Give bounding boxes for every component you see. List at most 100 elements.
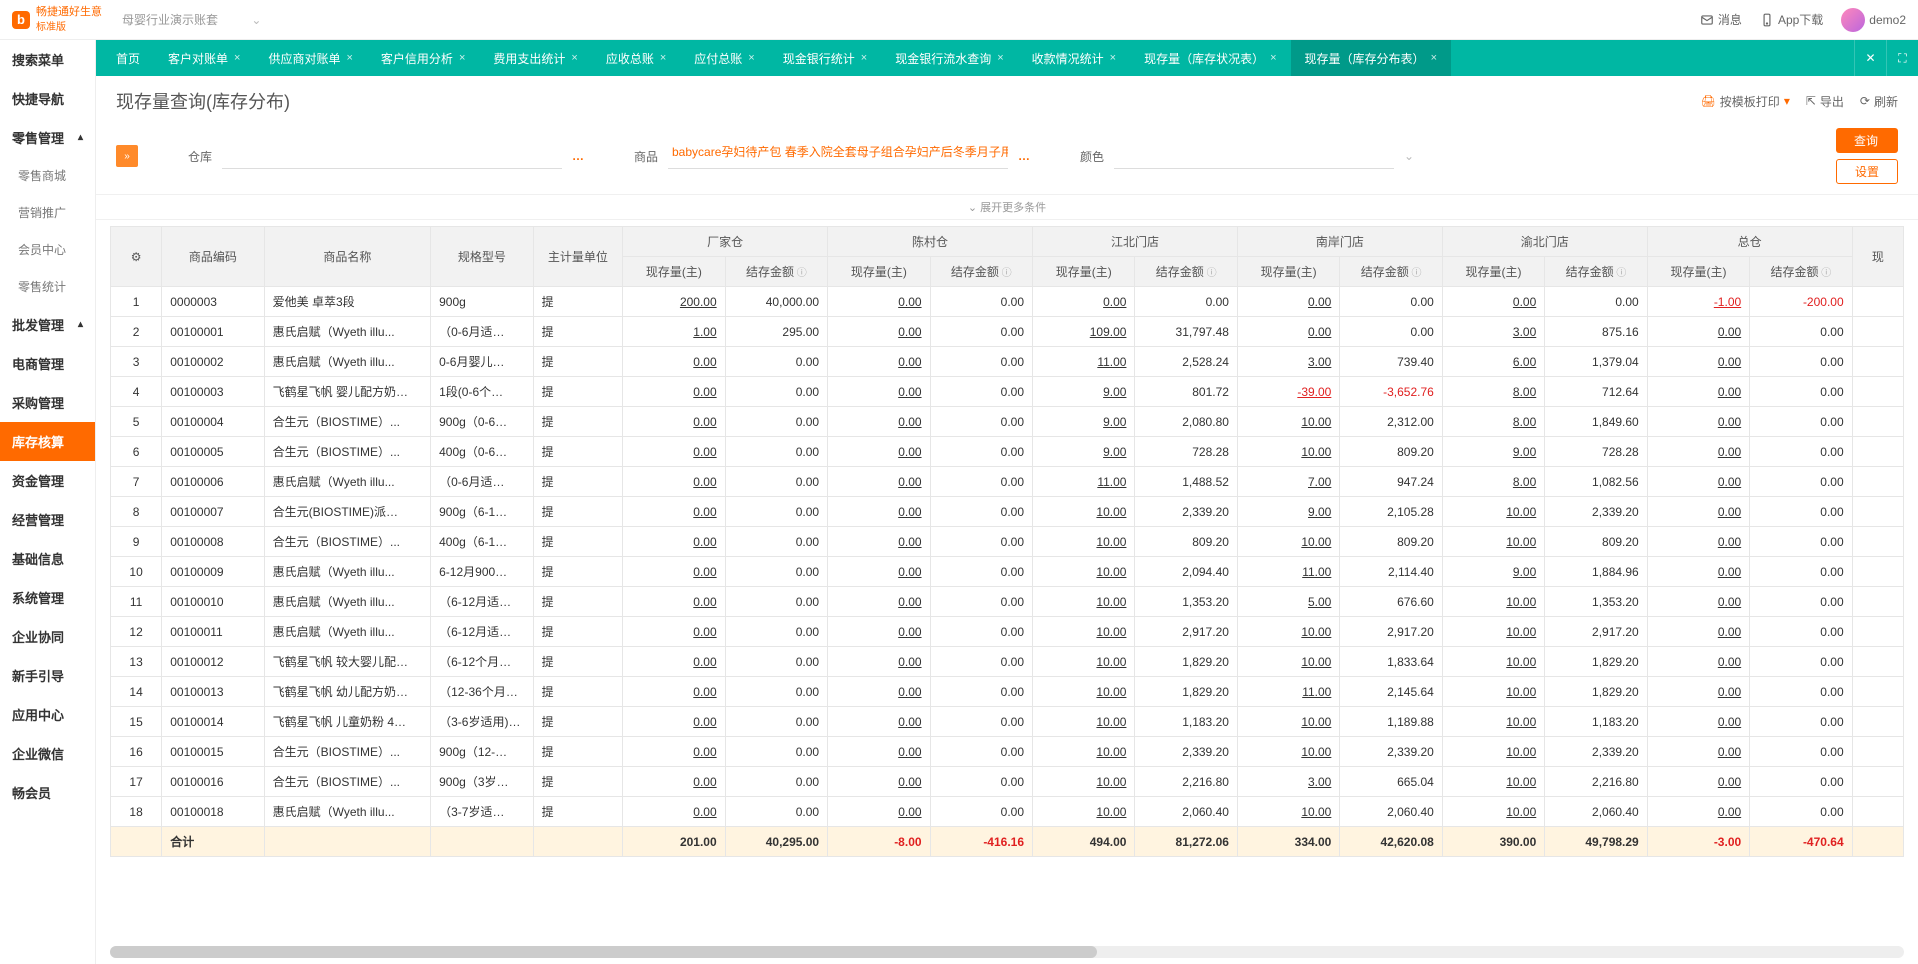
tab[interactable]: 现金银行流水查询× <box>881 40 1017 76</box>
cell-qty[interactable]: 10.00 <box>1442 527 1544 557</box>
close-icon[interactable]: × <box>459 52 465 64</box>
sidebar-item[interactable]: 批发管理 <box>0 305 95 344</box>
sidebar-item[interactable]: 库存核算 <box>0 422 95 461</box>
cell-qty[interactable]: 0.00 <box>1647 407 1749 437</box>
cell-qty[interactable]: 11.00 <box>1237 677 1339 707</box>
tab[interactable]: 收款情况统计× <box>1018 40 1130 76</box>
print-button[interactable]: 🖨 按模板打印 ▾ <box>1701 93 1790 110</box>
cell-qty[interactable]: 0.00 <box>828 707 930 737</box>
column-header[interactable]: 主计量单位 <box>533 227 623 287</box>
close-icon[interactable]: × <box>748 52 754 64</box>
sidebar-item[interactable]: 快捷导航 <box>0 79 95 118</box>
sidebar-item[interactable]: 搜索菜单 <box>0 40 95 79</box>
column-header[interactable]: 商品名称 <box>264 227 430 287</box>
column-header[interactable]: 商品编码 <box>162 227 264 287</box>
column-subheader[interactable]: 结存金额 <box>930 257 1032 287</box>
filter-product-input[interactable]: babycare孕妇待产包 春季入院全套母子组合孕妇产后冬季月子用品 22件套 … <box>668 143 1008 169</box>
cell-qty[interactable]: 0.00 <box>1647 797 1749 827</box>
cell-qty[interactable]: 10.00 <box>1033 707 1135 737</box>
cell-qty[interactable]: 0.00 <box>623 557 725 587</box>
sidebar-item[interactable]: 系统管理 <box>0 578 95 617</box>
sidebar-item[interactable]: 基础信息 <box>0 539 95 578</box>
cell-qty[interactable]: 0.00 <box>1647 437 1749 467</box>
cell-qty[interactable]: 10.00 <box>1033 677 1135 707</box>
cell-qty[interactable]: 0.00 <box>828 617 930 647</box>
cell-qty[interactable]: 0.00 <box>828 287 930 317</box>
column-subheader[interactable]: 现存量(主) <box>1647 257 1749 287</box>
cell-qty[interactable]: 11.00 <box>1237 557 1339 587</box>
cell-qty[interactable]: 10.00 <box>1237 407 1339 437</box>
column-subheader[interactable]: 结存金额 <box>1750 257 1852 287</box>
cell-qty[interactable]: 10.00 <box>1033 767 1135 797</box>
cell-qty[interactable]: 0.00 <box>1647 677 1749 707</box>
tab[interactable]: 现存量（库存状况表）× <box>1130 40 1290 76</box>
cell-qty[interactable]: 9.00 <box>1033 437 1135 467</box>
cell-qty[interactable]: -1.00 <box>1647 287 1749 317</box>
cell-qty[interactable]: 0.00 <box>1033 287 1135 317</box>
close-icon[interactable]: × <box>1270 52 1276 64</box>
sidebar-item[interactable]: 会员中心 <box>0 231 95 268</box>
sidebar-item[interactable]: 零售管理 <box>0 118 95 157</box>
chevron-down-icon[interactable]: ⌄ <box>251 13 261 27</box>
cell-qty[interactable]: 0.00 <box>828 587 930 617</box>
cell-qty[interactable]: 0.00 <box>623 527 725 557</box>
cell-qty[interactable]: 0.00 <box>1647 707 1749 737</box>
user-menu[interactable]: demo2 <box>1841 8 1906 32</box>
cell-qty[interactable]: 0.00 <box>828 437 930 467</box>
cell-qty[interactable]: 10.00 <box>1442 647 1544 677</box>
cell-qty[interactable]: 0.00 <box>828 407 930 437</box>
sidebar-item[interactable]: 零售商城 <box>0 157 95 194</box>
sidebar-item[interactable]: 畅会员 <box>0 773 95 812</box>
cell-qty[interactable]: 0.00 <box>623 347 725 377</box>
cell-qty[interactable]: 8.00 <box>1442 407 1544 437</box>
cell-qty[interactable]: 10.00 <box>1442 797 1544 827</box>
cell-qty[interactable]: 0.00 <box>623 677 725 707</box>
tab[interactable]: 客户信用分析× <box>367 40 479 76</box>
cell-qty[interactable]: 9.00 <box>1442 557 1544 587</box>
cell-qty[interactable]: 8.00 <box>1442 377 1544 407</box>
cell-qty[interactable]: 10.00 <box>1237 737 1339 767</box>
cell-qty[interactable]: 0.00 <box>623 737 725 767</box>
cell-qty[interactable]: 0.00 <box>1647 347 1749 377</box>
close-icon[interactable]: × <box>346 52 352 64</box>
cell-qty[interactable]: 10.00 <box>1237 527 1339 557</box>
sidebar-item[interactable]: 经营管理 <box>0 500 95 539</box>
tab[interactable]: 现金银行统计× <box>769 40 881 76</box>
cell-qty[interactable]: 11.00 <box>1033 347 1135 377</box>
expand-filters-button[interactable]: ⌄ 展开更多条件 <box>96 194 1918 220</box>
sidebar-item[interactable]: 企业微信 <box>0 734 95 773</box>
cell-qty[interactable]: 6.00 <box>1442 347 1544 377</box>
cell-qty[interactable]: 0.00 <box>1647 497 1749 527</box>
query-button[interactable]: 查询 <box>1836 128 1898 153</box>
cell-qty[interactable]: 10.00 <box>1033 647 1135 677</box>
cell-qty[interactable]: 9.00 <box>1033 407 1135 437</box>
cell-qty[interactable]: 10.00 <box>1033 497 1135 527</box>
collapse-filters-button[interactable]: » <box>116 145 138 167</box>
cell-qty[interactable]: 0.00 <box>828 527 930 557</box>
sidebar-item[interactable]: 采购管理 <box>0 383 95 422</box>
refresh-button[interactable]: ⟳ 刷新 <box>1860 93 1898 110</box>
cell-qty[interactable]: 9.00 <box>1442 437 1544 467</box>
cell-qty[interactable]: 0.00 <box>1647 587 1749 617</box>
cell-qty[interactable]: -39.00 <box>1237 377 1339 407</box>
column-subheader[interactable]: 现存量(主) <box>623 257 725 287</box>
cell-qty[interactable]: 0.00 <box>623 767 725 797</box>
tab[interactable]: 现存量（库存分布表）× <box>1291 40 1451 76</box>
cell-qty[interactable]: 10.00 <box>1442 677 1544 707</box>
column-subheader[interactable]: 结存金额 <box>1135 257 1237 287</box>
cell-qty[interactable]: 0.00 <box>1237 317 1339 347</box>
cell-qty[interactable]: 3.00 <box>1237 767 1339 797</box>
cell-qty[interactable]: 0.00 <box>623 467 725 497</box>
column-subheader[interactable]: 现存量(主) <box>1442 257 1544 287</box>
close-icon[interactable]: × <box>1110 52 1116 64</box>
filter-product-more-icon[interactable]: … <box>1018 149 1030 163</box>
cell-qty[interactable]: 10.00 <box>1237 647 1339 677</box>
sidebar-item[interactable]: 资金管理 <box>0 461 95 500</box>
cell-qty[interactable]: 0.00 <box>828 317 930 347</box>
cell-qty[interactable]: 0.00 <box>828 647 930 677</box>
cell-qty[interactable]: 0.00 <box>623 377 725 407</box>
cell-qty[interactable]: 0.00 <box>828 767 930 797</box>
cell-qty[interactable]: 10.00 <box>1033 527 1135 557</box>
cell-qty[interactable]: 0.00 <box>623 707 725 737</box>
app-download-link[interactable]: App下载 <box>1760 11 1823 28</box>
